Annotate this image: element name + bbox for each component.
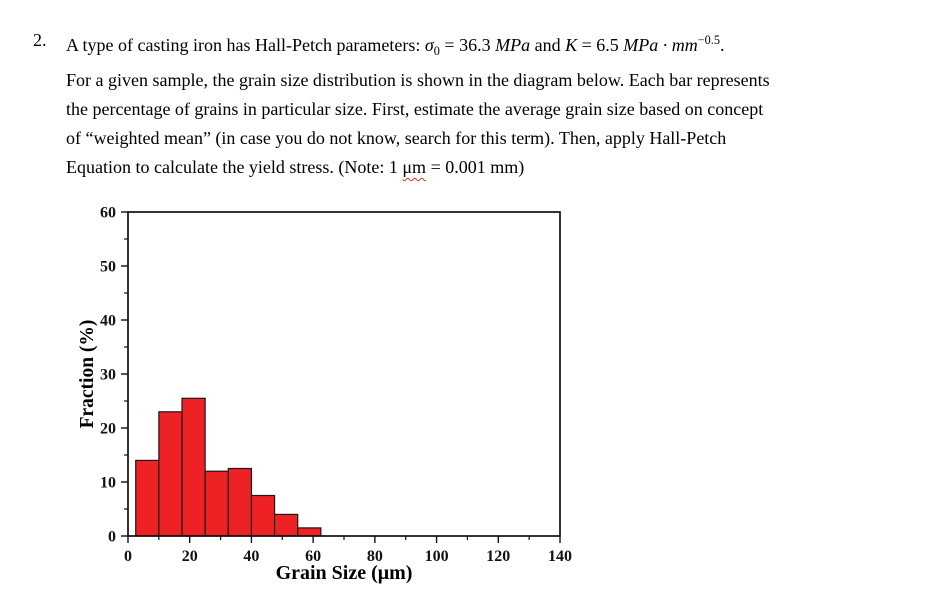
text-segment: . xyxy=(719,35,725,55)
y-tick-label: 30 xyxy=(100,367,116,384)
y-tick-label: 0 xyxy=(108,529,116,546)
text-segment: and xyxy=(530,35,566,55)
problem-text: A type of casting iron has Hall-Petch pa… xyxy=(66,26,935,182)
text-segment: MPa · mm xyxy=(623,35,698,55)
text-segment: = 0.001 mm) xyxy=(426,157,525,177)
y-tick-label: 40 xyxy=(100,313,116,330)
histogram-bar xyxy=(273,513,299,537)
y-tick-label: 10 xyxy=(100,475,116,492)
text-segment: μm xyxy=(402,157,427,177)
problem-statement: 2. A type of casting iron has Hall-Petch… xyxy=(33,26,935,182)
x-tick-label: 120 xyxy=(486,548,510,565)
y-axis-title: Fraction (%) xyxy=(77,319,98,429)
text-segment: −0.5 xyxy=(697,33,720,47)
text-segment: Equation to calculate the yield stress. … xyxy=(66,157,403,177)
x-tick-label: 20 xyxy=(182,548,198,565)
x-tick-label: 140 xyxy=(548,548,572,565)
text-line: the percentage of grains in particular s… xyxy=(66,95,935,124)
x-tick-label: 80 xyxy=(367,548,383,565)
text-segment: of “weighted mean” (in case you do not k… xyxy=(66,128,727,148)
text-line: A type of casting iron has Hall-Petch pa… xyxy=(66,26,935,66)
text-line: of “weighted mean” (in case you do not k… xyxy=(66,124,935,153)
text-line: For a given sample, the grain size distr… xyxy=(66,66,935,95)
text-segment: MPa xyxy=(495,35,531,55)
y-tick-label: 50 xyxy=(100,259,116,276)
histogram-bar xyxy=(227,467,253,537)
text-segment: = 36.3 xyxy=(439,35,496,55)
y-tick-label: 20 xyxy=(100,421,116,438)
text-line: Equation to calculate the yield stress. … xyxy=(66,153,935,182)
text-segment: 0 xyxy=(433,44,440,58)
histogram-bar xyxy=(158,411,183,537)
problem-number: 2. xyxy=(33,30,47,50)
x-tick-label: 60 xyxy=(305,548,321,565)
histogram-bar xyxy=(297,527,322,537)
histogram-bar xyxy=(250,494,276,537)
histogram-bar xyxy=(181,397,206,537)
text-segment: σ xyxy=(424,35,434,55)
text-segment: the percentage of grains in particular s… xyxy=(66,99,764,119)
text-segment: For a given sample, the grain size distr… xyxy=(66,70,770,90)
grain-size-chart: 0 20 40 60 80 100 120 140 0 10 20 30 40 50 60 Fraction… xyxy=(70,196,610,604)
x-axis-title: Grain Size (μm) xyxy=(275,562,413,584)
text-segment: K xyxy=(565,35,578,55)
text-segment: A type of casting iron has Hall-Petch pa… xyxy=(66,35,425,55)
histogram-bar xyxy=(204,470,229,537)
chart-plot-area: 0 20 40 60 80 100 120 140 0 10 20 30 40 50 60 xyxy=(100,205,572,566)
y-tick-label: 60 xyxy=(100,205,116,222)
text-segment: = 6.5 xyxy=(577,35,624,55)
x-tick-label: 40 xyxy=(243,548,259,565)
x-tick-label: 0 xyxy=(124,548,132,565)
x-tick-label: 100 xyxy=(425,548,449,565)
histogram-bar xyxy=(135,459,160,537)
